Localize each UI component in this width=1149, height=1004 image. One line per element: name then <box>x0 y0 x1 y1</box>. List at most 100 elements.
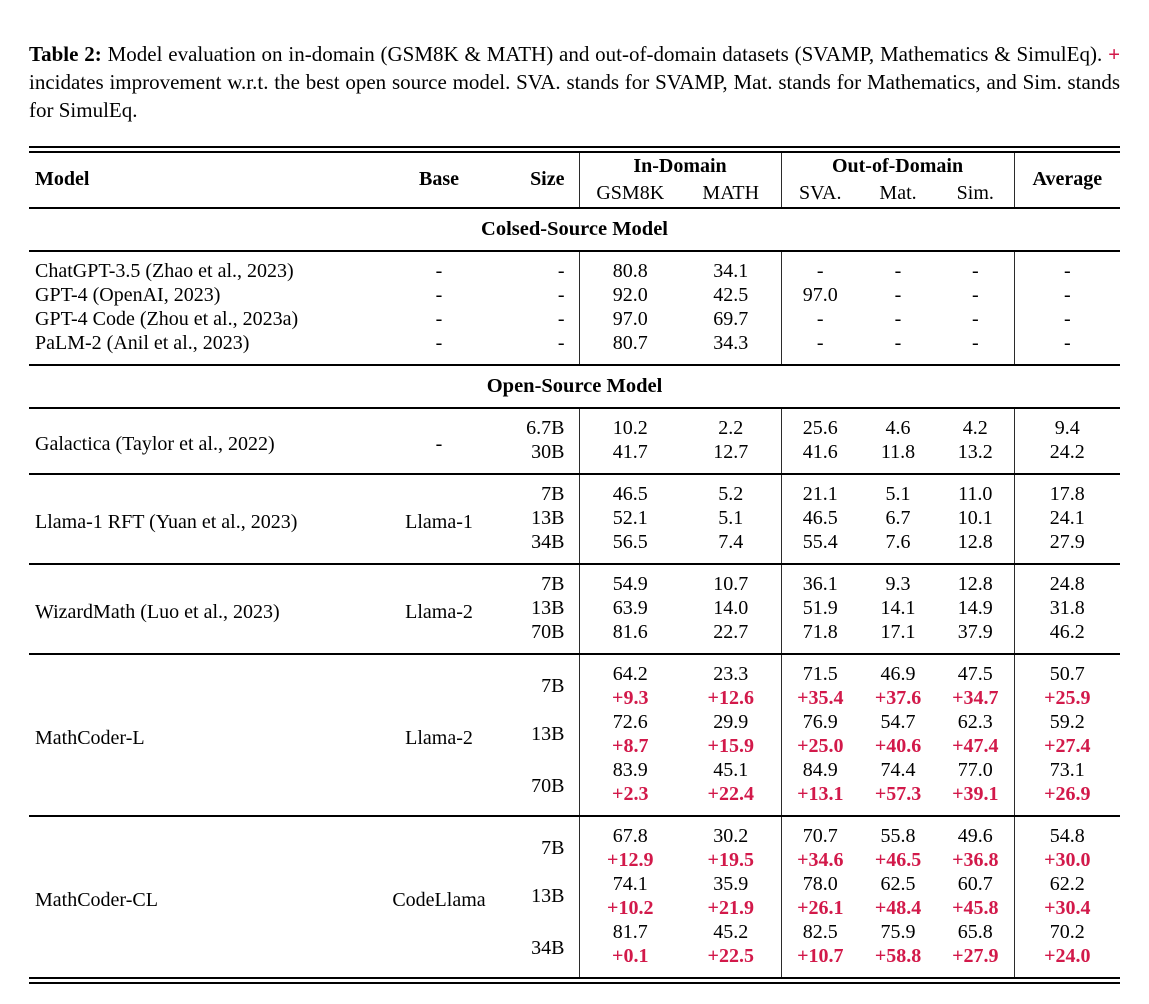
col-group-in-domain: In-Domain <box>578 152 782 180</box>
delta-cell: +22.4 <box>707 783 754 806</box>
caption-text-1: Model evaluation on in-domain (GSM8K & M… <box>107 42 1103 66</box>
size-cell: 13B <box>531 597 565 620</box>
delta-cell: +39.1 <box>952 783 999 806</box>
results-table: Model Base Size In-Domain Out-of-Domain … <box>29 152 1121 977</box>
delta-cell: +0.1 <box>578 944 681 977</box>
delta-row: +2.3 +22.4 +13.1 +57.3 +39.1 +26.9 <box>29 782 1121 816</box>
delta-cell: +34.7 <box>952 687 999 710</box>
base-cell: Llama-1 <box>389 472 489 564</box>
value-cell: 12.7 <box>713 441 749 464</box>
value-cell: 41.7 <box>578 440 681 474</box>
size-cell: 30B <box>531 441 565 464</box>
delta-cell: +57.3 <box>874 783 922 806</box>
value-cell: 42.5 <box>713 284 749 307</box>
value-cell: 17.1 <box>880 621 916 644</box>
value-cell: 55.4 <box>780 530 860 564</box>
delta-cell: +30.4 <box>1013 896 1121 921</box>
value-cell: 12.8 <box>937 562 1015 597</box>
value-cell: 14.0 <box>713 597 749 620</box>
table-row: 30B 41.7 12.7 41.6 11.8 13.2 24.2 <box>29 440 1121 474</box>
size-cell: 7B <box>489 652 579 711</box>
value-cell: 54.9 <box>578 562 681 597</box>
value-cell: - <box>894 332 902 355</box>
model-cell: MathCoder-CL <box>29 814 389 977</box>
value-cell: 4.2 <box>962 417 988 440</box>
table-header: Model Base Size In-Domain Out-of-Domain … <box>29 152 1121 208</box>
delta-cell: +10.2 <box>578 896 681 921</box>
value-cell: 47.5 <box>937 652 1015 687</box>
value-cell: 54.7 <box>880 711 916 734</box>
value-cell: 56.5 <box>578 530 681 564</box>
col-header-base: Base <box>419 168 459 191</box>
table-row: GPT-4 Code (Zhou et al., 2023a) - -97.0 69.… <box>29 307 1121 332</box>
size-cell: 34B <box>531 937 565 960</box>
col-header-size: Size <box>530 168 565 191</box>
delta-cell: +12.9 <box>578 848 681 873</box>
value-cell: 74.4 <box>880 759 916 782</box>
table-row: WizardMath (Luo et al., 2023) Llama-2 7B 54… <box>29 562 1121 654</box>
table-row: 70B 83.9 45.1 84.9 74.4 77.0 73.1 <box>29 758 1121 797</box>
value-cell: 80.7 <box>578 331 681 365</box>
value-cell: 36.1 <box>780 562 860 597</box>
size-cell: 7B <box>489 814 579 873</box>
value-cell: 64.2 <box>578 652 681 687</box>
delta-cell: +27.9 <box>952 945 999 968</box>
table-bottom-rule <box>29 976 1120 984</box>
delta-cell: +2.3 <box>578 782 681 816</box>
value-cell: 9.4 <box>1013 407 1121 441</box>
value-cell: 76.9 <box>780 710 860 735</box>
table-row: 13B 72.6 29.9 76.9 54.7 62.3 59.2 <box>29 710 1121 745</box>
value-cell: 51.9 <box>780 596 860 621</box>
table-row: MathCoder-CL CodeLlama 7B 67.8 30.2 70.7 55.8 4… <box>29 814 1121 977</box>
base-cell: - <box>435 260 443 283</box>
delta-cell: +30.0 <box>1013 848 1121 873</box>
value-cell: 62.3 <box>957 711 993 734</box>
delta-cell: +24.0 <box>1013 944 1121 977</box>
value-cell: - <box>780 331 860 365</box>
size-cell: 7B <box>489 562 579 597</box>
value-cell: 12.8 <box>957 531 993 554</box>
size-cell: 34B <box>531 531 565 554</box>
value-cell: 71.5 <box>780 652 860 687</box>
value-cell: 92.0 <box>578 283 681 308</box>
model-cell: GPT-4 (OpenAI, 2023) <box>35 284 221 307</box>
value-cell: 45.2 <box>713 921 749 944</box>
value-cell: 2.2 <box>718 417 744 440</box>
base-cell: - <box>435 308 443 331</box>
delta-row: +12.9 +19.5 +34.6 +46.5 +36.8 +30.0 <box>29 848 1121 873</box>
value-cell: 30.2 <box>681 814 782 849</box>
value-cell: 34.1 <box>713 260 749 283</box>
delta-cell: +10.7 <box>780 944 860 977</box>
value-cell: 7.4 <box>718 531 744 554</box>
value-cell: 62.5 <box>880 873 916 896</box>
value-cell: 55.8 <box>859 814 938 849</box>
value-cell: 14.9 <box>957 597 993 620</box>
model-cell: Llama-1 RFT (Yuan et al., 2023) <box>29 472 389 564</box>
value-cell: - <box>1013 250 1121 284</box>
table-row: GPT-4 (OpenAI, 2023) - -92.0 42.5 97.0- - - <box>29 283 1121 308</box>
delta-cell: +21.9 <box>707 897 754 920</box>
delta-row: +9.3 +12.6 +35.4 +37.6 +34.7 +25.9 <box>29 686 1121 711</box>
value-cell: 35.9 <box>713 873 749 896</box>
size-cell: - <box>557 260 565 283</box>
size-cell: - <box>557 308 565 331</box>
value-cell: - <box>971 308 979 331</box>
size-cell: 13B <box>531 885 565 908</box>
value-cell: 5.1 <box>718 507 744 530</box>
size-cell: 13B <box>531 723 565 746</box>
value-cell: 81.7 <box>578 920 681 945</box>
value-cell: 14.1 <box>880 597 916 620</box>
value-cell: 29.9 <box>713 711 749 734</box>
delta-row: +0.1 +22.5 +10.7 +58.8 +27.9 +24.0 <box>29 944 1121 977</box>
delta-cell: +37.6 <box>874 687 922 710</box>
header-row-groups: Model Base Size In-Domain Out-of-Domain … <box>29 152 1121 208</box>
delta-cell: +48.4 <box>874 897 922 920</box>
value-cell: 70.7 <box>780 814 860 849</box>
delta-cell: +26.9 <box>1013 782 1121 816</box>
col-group-out-of-domain: Out-of-Domain <box>780 152 1015 180</box>
value-cell: 5.1 <box>859 472 938 507</box>
value-cell: 83.9 <box>578 758 681 783</box>
size-cell: 70B <box>531 775 565 798</box>
value-cell: 74.1 <box>578 872 681 897</box>
size-cell: - <box>557 284 565 307</box>
